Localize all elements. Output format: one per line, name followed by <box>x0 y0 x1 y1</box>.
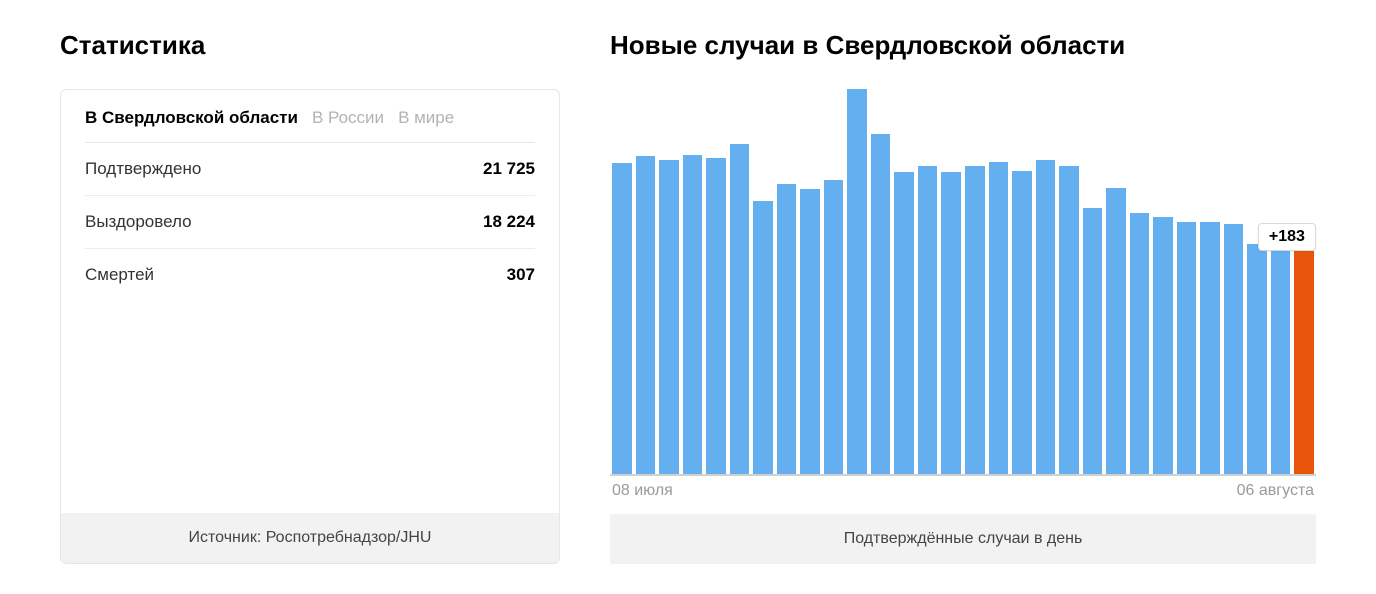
chart-footer: Подтверждённые случаи в день <box>610 514 1316 564</box>
stat-value: 18 224 <box>483 212 535 232</box>
chart-bar[interactable] <box>894 172 914 474</box>
chart-bar[interactable] <box>1224 224 1244 474</box>
chart-bar[interactable] <box>1106 188 1126 474</box>
chart-bar[interactable] <box>1153 217 1173 474</box>
chart-last-badge: +183 <box>1258 223 1316 251</box>
tab-2[interactable]: В мире <box>398 108 454 128</box>
stat-row: Смертей 307 <box>85 249 535 301</box>
chart-bars: +183 <box>610 89 1316 474</box>
stat-value: 21 725 <box>483 159 535 179</box>
chart-bar[interactable] <box>1012 171 1032 474</box>
chart-bar[interactable] <box>1247 244 1267 474</box>
stat-row: Выздоровело 18 224 <box>85 196 535 249</box>
stats-tabs: В Свердловской области В России В мире <box>85 108 535 143</box>
chart-bar[interactable] <box>612 163 632 474</box>
chart-bar[interactable] <box>706 158 726 474</box>
chart-bar[interactable] <box>824 180 844 474</box>
stat-label: Выздоровело <box>85 212 192 232</box>
chart-bar[interactable] <box>777 184 797 474</box>
chart-bar[interactable] <box>1271 244 1291 474</box>
chart-bar[interactable] <box>918 166 938 474</box>
chart-bar[interactable] <box>965 166 985 474</box>
stat-value: 307 <box>507 265 535 285</box>
stats-card: В Свердловской области В России В мире Под… <box>60 89 560 564</box>
chart-bar[interactable] <box>1200 222 1220 474</box>
stat-row: Подтверждено 21 725 <box>85 143 535 196</box>
chart-bar[interactable] <box>753 201 773 474</box>
chart-bar[interactable] <box>636 156 656 474</box>
chart-x-axis: 08 июля 06 августа <box>610 476 1316 500</box>
chart-wrap: +183 08 июля 06 августа Подтверждённые с… <box>610 89 1316 564</box>
stats-source: Источник: Роспотребнадзор/JHU <box>61 513 559 563</box>
chart-bar[interactable] <box>1036 160 1056 474</box>
tab-0[interactable]: В Свердловской области <box>85 108 298 128</box>
chart-bar[interactable] <box>1130 213 1150 474</box>
x-axis-start: 08 июля <box>612 482 673 500</box>
chart-bar[interactable] <box>847 89 867 474</box>
tab-1[interactable]: В России <box>312 108 384 128</box>
chart-bar[interactable] <box>683 155 703 474</box>
chart-title: Новые случаи в Свердловской области <box>610 30 1316 61</box>
chart-bar[interactable] <box>659 160 679 474</box>
chart-bar[interactable]: +183 <box>1294 251 1314 474</box>
x-axis-end: 06 августа <box>1237 482 1314 500</box>
stats-title: Статистика <box>60 30 560 61</box>
chart-bar[interactable] <box>871 134 891 474</box>
chart-bar[interactable] <box>1177 222 1197 474</box>
chart-bar[interactable] <box>800 189 820 474</box>
chart-area: +183 <box>610 89 1316 476</box>
stats-rows: Подтверждено 21 725 Выздоровело 18 224 Смерт… <box>85 143 535 301</box>
chart-bar[interactable] <box>730 144 750 474</box>
stat-label: Подтверждено <box>85 159 201 179</box>
chart-bar[interactable] <box>1059 166 1079 474</box>
chart-bar[interactable] <box>1083 208 1103 474</box>
chart-bar[interactable] <box>989 162 1009 474</box>
chart-bar[interactable] <box>941 172 961 474</box>
stat-label: Смертей <box>85 265 154 285</box>
